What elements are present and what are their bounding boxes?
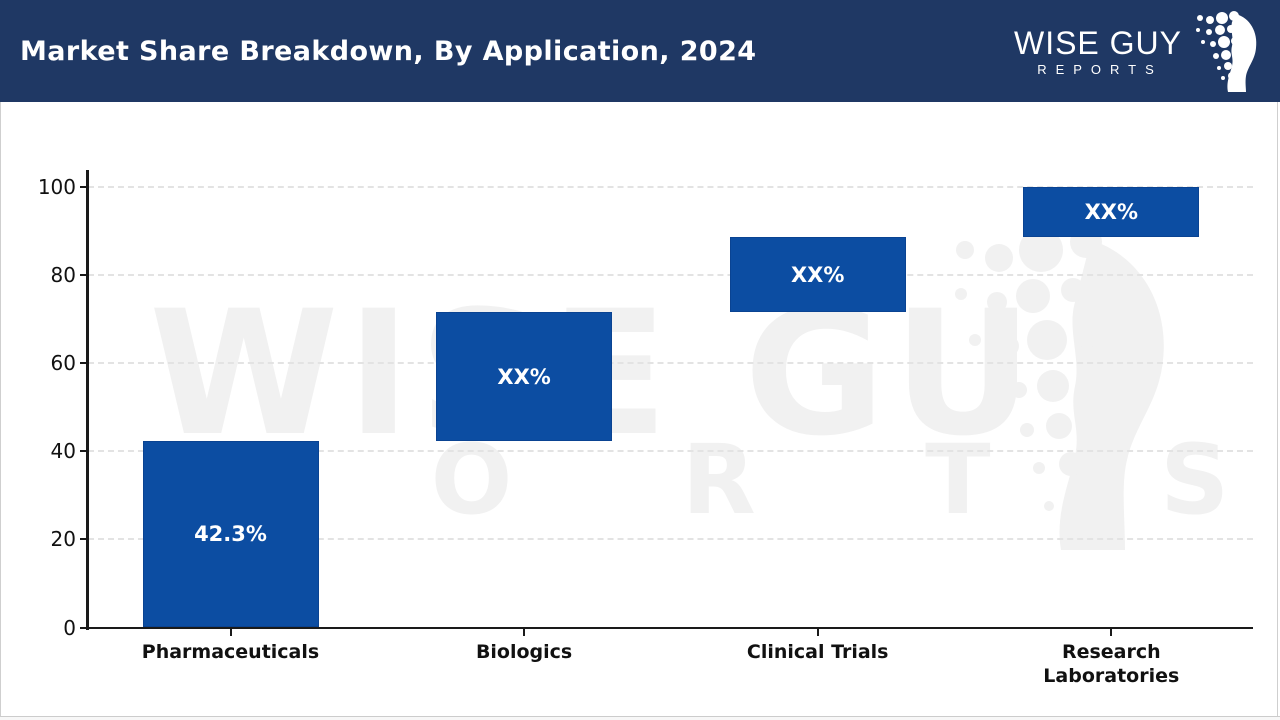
- bottom-strip: [0, 717, 1280, 720]
- watermark-text-line2: P O R T S: [191, 424, 1280, 536]
- y-tick-mark: [80, 626, 88, 629]
- x-tick-label-pharmaceuticals: Pharmaceuticals: [141, 641, 320, 663]
- gridline: [88, 361, 1253, 364]
- y-tick-mark: [80, 185, 88, 188]
- bar-pharmaceuticals: 42.3%: [142, 440, 319, 628]
- gridline: [88, 273, 1253, 276]
- brand-text: WISE GUY REPORTS: [1013, 24, 1182, 78]
- bar-research-laboratories: XX%: [1023, 186, 1200, 238]
- page-title: Market Share Breakdown, By Application, …: [20, 35, 757, 67]
- bar-value-label: XX%: [497, 364, 551, 389]
- brand-head-icon: [1196, 11, 1257, 92]
- y-tick-label: 20: [50, 527, 76, 552]
- x-tick-label-research-laboratories: Research Laboratories: [1043, 641, 1180, 687]
- bar-value-label: XX%: [1084, 199, 1139, 224]
- x-tick-mark: [816, 627, 819, 636]
- y-tick-label: 80: [50, 262, 76, 287]
- x-tick-mark: [1110, 627, 1113, 636]
- bar-clinical-trials: XX%: [729, 237, 906, 313]
- y-tick-mark: [80, 273, 88, 276]
- y-tick-label: 100: [37, 174, 76, 199]
- x-axis: [86, 626, 1253, 629]
- y-tick-label: 0: [63, 615, 76, 640]
- gridline: [88, 185, 1253, 188]
- y-tick-label: 60: [50, 350, 76, 375]
- y-tick-mark: [80, 538, 88, 541]
- x-tick-mark: [229, 627, 232, 636]
- y-tick-mark: [80, 450, 88, 453]
- brand-name: WISE GUY: [1013, 24, 1182, 61]
- bottom-border: [0, 716, 1280, 717]
- y-tick-label: 40: [50, 439, 76, 464]
- y-tick-mark: [80, 361, 88, 364]
- brand-logo: WISE GUY REPORTS: [1014, 10, 1262, 94]
- y-axis: [86, 170, 89, 630]
- gridline: [88, 538, 1253, 541]
- header-bar: Market Share Breakdown, By Application, …: [0, 0, 1280, 102]
- gridline: [88, 450, 1253, 453]
- x-tick-label-biologics: Biologics: [475, 641, 573, 663]
- brand-subtitle: REPORTS: [1037, 62, 1163, 78]
- bar-value-label: 42.3%: [194, 522, 267, 547]
- x-tick-mark: [523, 627, 526, 636]
- bar-biologics: XX%: [436, 312, 613, 441]
- x-tick-label-clinical-trials: Clinical Trials: [746, 641, 889, 663]
- bar-value-label: XX%: [790, 262, 845, 287]
